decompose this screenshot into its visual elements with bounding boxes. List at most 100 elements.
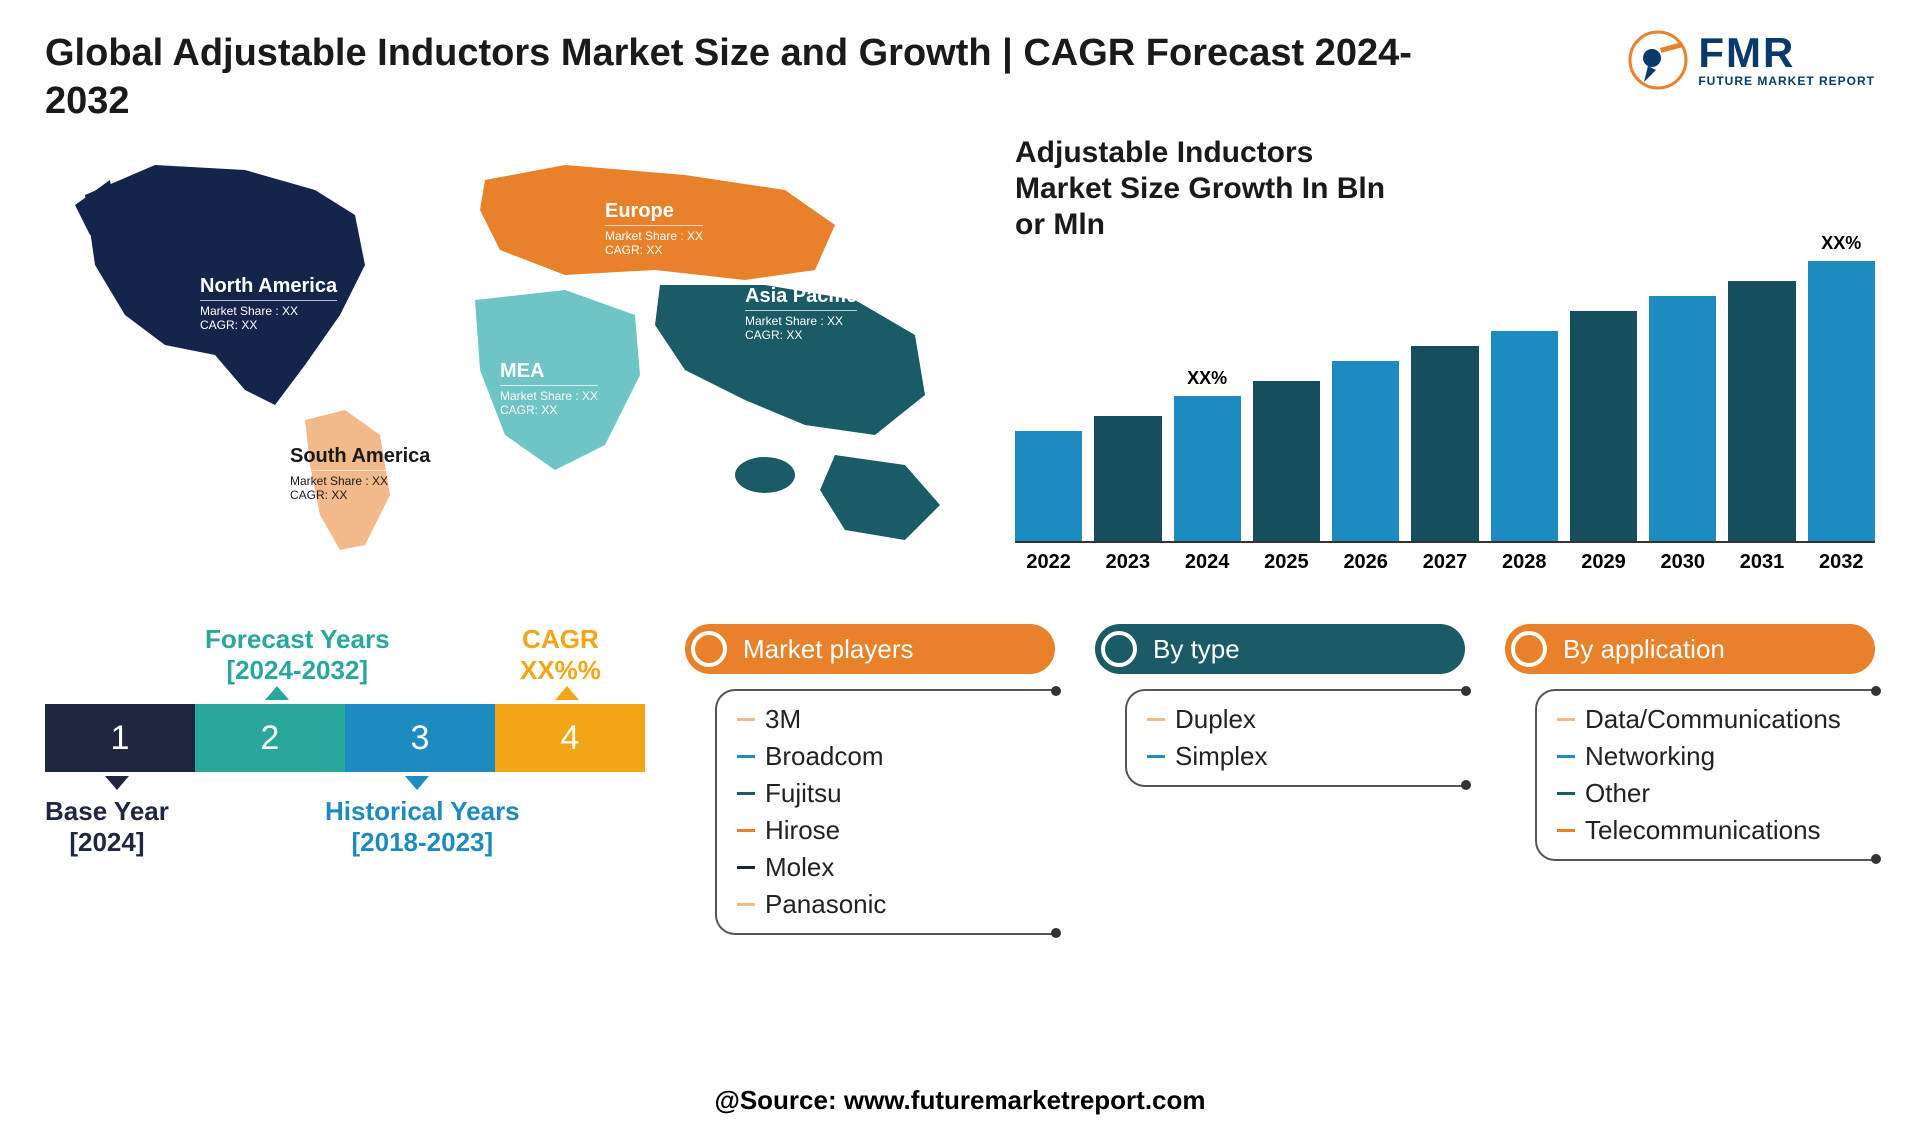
tick-icon (1147, 755, 1165, 758)
page-title: Global Adjustable Inductors Market Size … (45, 30, 1445, 125)
category-box: By typeDuplexSimplex (1095, 624, 1465, 935)
x-label: 2023 (1094, 551, 1161, 574)
bar-wrap (1491, 331, 1558, 541)
list-item-label: Molex (765, 852, 834, 883)
bullet-icon (1511, 631, 1547, 667)
tick-icon (737, 755, 755, 758)
list-item-label: Data/Communications (1585, 704, 1841, 735)
region-name: South America (290, 445, 430, 471)
region-share: Market Share : XX (605, 229, 703, 243)
list-item: Data/Communications (1557, 701, 1875, 738)
historical-label: Historical Years [2018-2023] (325, 796, 520, 858)
category-header: Market players (685, 624, 1055, 674)
arrow-down-icon (105, 776, 129, 790)
logo: FMR FUTURE MARKET REPORT (1628, 30, 1875, 90)
region-cagr: CAGR: XX (500, 403, 598, 417)
bottom-row: Forecast Years [2024-2032] CAGR XX%% 123… (45, 624, 1875, 935)
list-item-label: Broadcom (765, 741, 884, 772)
forecast-label: Forecast Years [2024-2032] (205, 624, 390, 686)
map-svg (45, 135, 985, 555)
list-item: Telecommunications (1557, 812, 1875, 849)
x-label: 2026 (1332, 551, 1399, 574)
bar (1015, 431, 1082, 541)
region-label: Europe Market Share : XX CAGR: XX (605, 200, 703, 257)
timeline-bar: 1234 (45, 704, 645, 772)
list-item: Panasonic (737, 886, 1055, 923)
bar (1253, 381, 1320, 541)
region-cagr: CAGR: XX (605, 243, 703, 257)
list-item: Molex (737, 849, 1055, 886)
tick-icon (1557, 792, 1575, 795)
bar (1570, 311, 1637, 541)
bar: XX% (1808, 261, 1875, 541)
tick-icon (1147, 718, 1165, 721)
bar (1332, 361, 1399, 541)
timeline-segment: 2 (195, 704, 345, 772)
category-box: By application Data/Communications Network… (1505, 624, 1875, 935)
world-map: North America Market Share : XX CAGR: XX… (45, 135, 985, 555)
tick-icon (737, 866, 755, 869)
tick-icon (737, 829, 755, 832)
logo-fmr: FMR (1698, 32, 1875, 74)
bullet-icon (1101, 631, 1137, 667)
x-label: 2031 (1728, 551, 1795, 574)
list-item-label: Other (1585, 778, 1650, 809)
bar (1411, 346, 1478, 541)
x-axis-labels: 2022202320242025202620272028202920302031… (1015, 551, 1875, 574)
logo-text: FMR FUTURE MARKET REPORT (1698, 32, 1875, 88)
region-name: Europe (605, 200, 703, 226)
category-list: 3MBroadcomFujitsuHiroseMolexPanasonic (715, 689, 1055, 935)
bar-wrap (1253, 381, 1320, 541)
categories-row: Market players3MBroadcomFujitsuHiroseMol… (685, 624, 1875, 935)
bar-wrap (1570, 311, 1637, 541)
category-title: By application (1563, 634, 1725, 665)
region-label: Asia Pacific Market Share : XX CAGR: XX (745, 285, 857, 342)
region-share: Market Share : XX (500, 389, 598, 403)
category-header: By application (1505, 624, 1875, 674)
timeline-segment: 4 (495, 704, 645, 772)
region-cagr: CAGR: XX (290, 488, 430, 502)
arrow-up-icon (555, 686, 579, 700)
x-label: 2032 (1808, 551, 1875, 574)
bar-wrap (1015, 431, 1082, 541)
region-cagr: CAGR: XX (745, 328, 857, 342)
region-label: South America Market Share : XX CAGR: XX (290, 445, 430, 502)
list-item-label: Panasonic (765, 889, 886, 920)
list-item-label: Simplex (1175, 741, 1267, 772)
list-item: Simplex (1147, 738, 1465, 775)
top-row: North America Market Share : XX CAGR: XX… (45, 135, 1875, 574)
bar (1491, 331, 1558, 541)
timeline-segment: 1 (45, 704, 195, 772)
cagr-label: CAGR XX%% (520, 624, 601, 686)
x-label: 2030 (1649, 551, 1716, 574)
category-list: Duplex Simplex (1125, 689, 1465, 787)
timeline: Forecast Years [2024-2032] CAGR XX%% 123… (45, 624, 645, 872)
list-item: Fujitsu (737, 775, 1055, 812)
source-attribution: @Source: www.futuremarketreport.com (714, 1085, 1205, 1116)
bar (1728, 281, 1795, 541)
tick-icon (737, 903, 755, 906)
category-box: Market players3MBroadcomFujitsuHiroseMol… (685, 624, 1055, 935)
list-item: Networking (1557, 738, 1875, 775)
category-title: Market players (743, 634, 914, 665)
logo-subtitle: FUTURE MARKET REPORT (1698, 74, 1875, 88)
bar-wrap (1332, 361, 1399, 541)
timeline-segment: 3 (345, 704, 495, 772)
bar-chart: XX% XX% (1015, 263, 1875, 543)
region-name: MEA (500, 360, 598, 386)
x-label: 2027 (1411, 551, 1478, 574)
fmr-logo-icon (1628, 30, 1688, 90)
bar: XX% (1174, 396, 1241, 541)
bullet-icon (691, 631, 727, 667)
tick-icon (1557, 829, 1575, 832)
region-label: North America Market Share : XX CAGR: XX (200, 275, 337, 332)
bar (1094, 416, 1161, 541)
x-label: 2029 (1570, 551, 1637, 574)
tick-icon (737, 718, 755, 721)
list-item-label: Networking (1585, 741, 1715, 772)
bar-chart-area: Adjustable Inductors Market Size Growth … (1015, 135, 1875, 574)
list-item-label: Duplex (1175, 704, 1256, 735)
list-item: 3M (737, 701, 1055, 738)
tick-icon (1557, 718, 1575, 721)
region-share: Market Share : XX (200, 304, 337, 318)
